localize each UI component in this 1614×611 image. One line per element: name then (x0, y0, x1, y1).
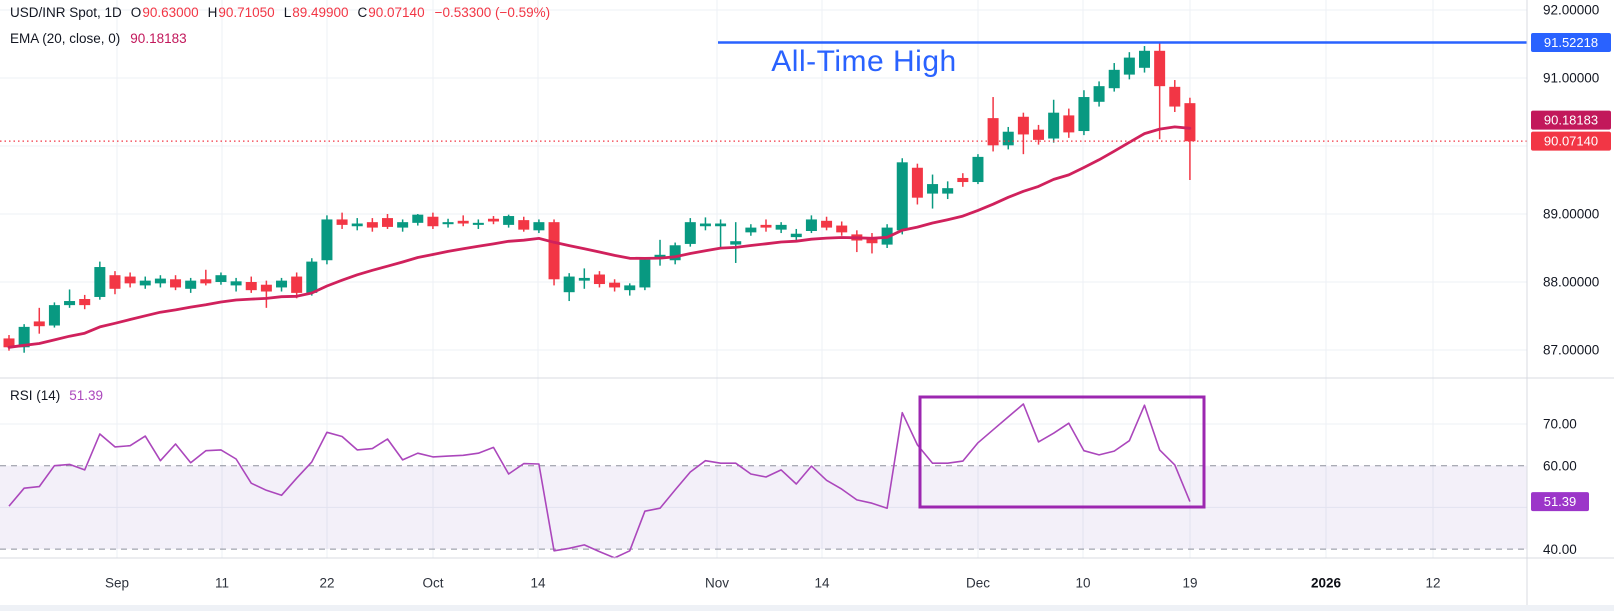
svg-text:19: 19 (1182, 576, 1197, 591)
all-time-high-annotation[interactable]: All-Time High (771, 45, 957, 78)
svg-text:92.00000: 92.00000 (1543, 3, 1599, 18)
gridlines (0, 0, 1527, 558)
price-axis[interactable]: 92.00000 91.00000 89.00000 88.00000 87.00000… (1531, 3, 1611, 358)
svg-text:Nov: Nov (705, 576, 729, 591)
svg-text:2026: 2026 (1311, 576, 1342, 591)
svg-text:51.39: 51.39 (1544, 494, 1577, 509)
time-axis[interactable]: Sep 11 22 Oct 14 Nov 14 Dec 10 19 2026 12 (105, 576, 1441, 591)
svg-text:Sep: Sep (105, 576, 129, 591)
low-value: 89.49900 (292, 5, 349, 20)
svg-text:70.00: 70.00 (1543, 417, 1577, 432)
rsi-value: 51.39 (69, 388, 104, 403)
symbol-title: USD/INR Spot, 1D (10, 5, 122, 20)
svg-text:90.07140: 90.07140 (1544, 134, 1598, 149)
svg-text:Dec: Dec (966, 576, 990, 591)
high-label: H (207, 5, 218, 20)
svg-text:88.00000: 88.00000 (1543, 275, 1599, 290)
close-label: C (357, 5, 368, 20)
rsi-axis[interactable]: 70.00 60.00 40.00 51.39 (1531, 417, 1589, 557)
svg-text:12: 12 (1425, 576, 1440, 591)
symbol-legend[interactable]: USD/INR Spot, 1D O90.63000 H90.71050 L89.49… (10, 5, 550, 20)
ema-value: 90.18183 (130, 31, 187, 46)
svg-text:14: 14 (814, 576, 830, 591)
rsi-title: RSI (14) (10, 388, 61, 403)
svg-text:40.00: 40.00 (1543, 542, 1577, 557)
svg-text:89.00000: 89.00000 (1543, 207, 1599, 222)
rsi-band (0, 465, 1527, 550)
price-level-lines (0, 41, 1527, 142)
open-value: 90.63000 (142, 5, 199, 20)
svg-text:91.52218: 91.52218 (1544, 35, 1598, 50)
svg-text:11: 11 (215, 576, 229, 591)
svg-text:10: 10 (1075, 576, 1090, 591)
ema-legend[interactable]: EMA (20, close, 0) 90.18183 (10, 31, 187, 46)
highlight-box[interactable] (918, 395, 1206, 509)
svg-text:14: 14 (530, 576, 546, 591)
rsi-line (8, 403, 1191, 559)
rsi-legend[interactable]: RSI (14) 51.39 (10, 388, 103, 403)
ema-title: EMA (20, close, 0) (10, 31, 121, 46)
change-value: −0.53300 (−0.59%) (434, 5, 551, 20)
svg-text:Oct: Oct (422, 576, 443, 591)
low-label: L (283, 5, 292, 20)
high-value: 90.71050 (218, 5, 275, 20)
close-value: 90.07140 (368, 5, 425, 20)
ema-line (7, 125, 1192, 349)
svg-text:91.00000: 91.00000 (1543, 71, 1599, 86)
svg-text:90.18183: 90.18183 (1544, 113, 1598, 128)
svg-text:22: 22 (319, 576, 334, 591)
candles-layer (3, 42, 1196, 353)
svg-text:60.00: 60.00 (1543, 458, 1577, 473)
svg-text:87.00000: 87.00000 (1543, 343, 1599, 358)
open-label: O (130, 5, 142, 20)
